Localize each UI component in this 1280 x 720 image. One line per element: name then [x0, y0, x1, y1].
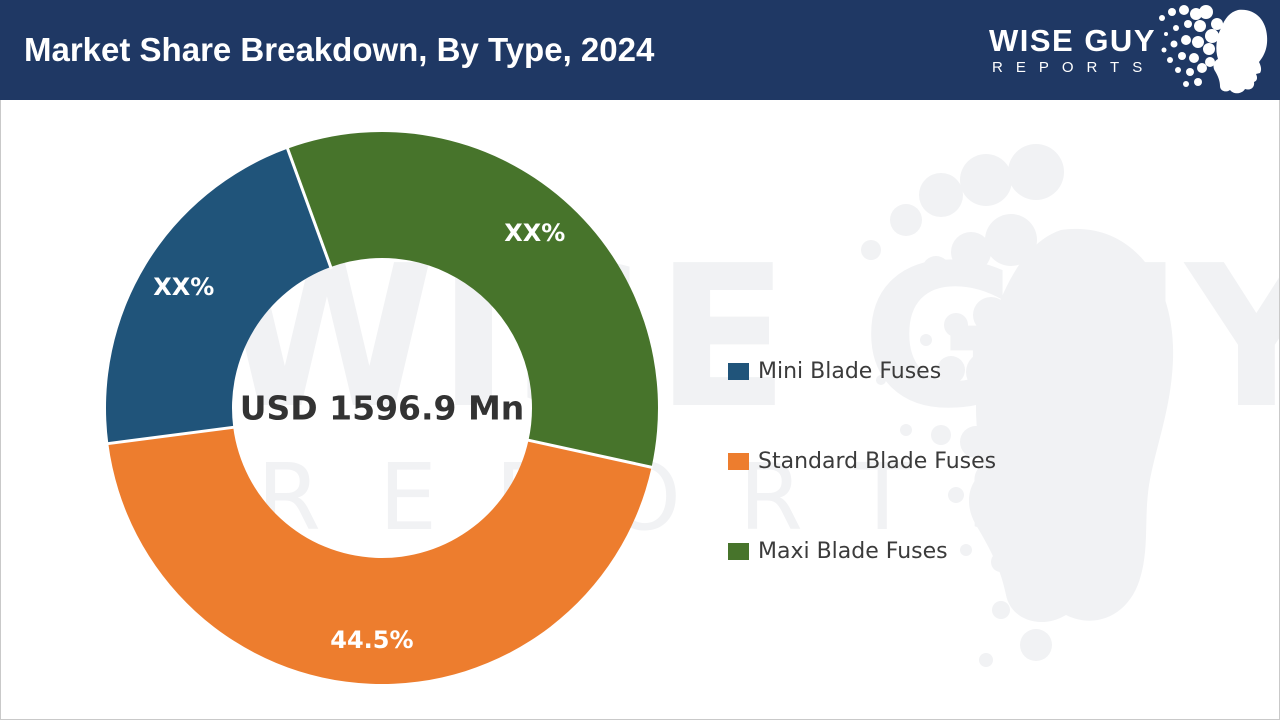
slice-value-label-mini-blade-fuses: XX%	[153, 273, 215, 302]
brand-name: WISE GUY	[988, 23, 1156, 58]
donut-slice-mini-blade-fuses	[106, 148, 331, 444]
legend-item-mini-blade-fuses: Mini Blade Fuses	[728, 353, 996, 389]
brand-logo-text: WISE GUY REPORTS	[989, 25, 1156, 75]
legend-swatch	[728, 542, 749, 560]
donut-chart	[106, 132, 658, 684]
brand-face-icon	[1159, 5, 1268, 94]
brand-subtitle: REPORTS	[991, 59, 1156, 76]
legend-swatch	[728, 452, 749, 470]
page-title: Market Share Breakdown, By Type, 2024	[24, 31, 655, 68]
legend-label: Mini Blade Fuses	[758, 358, 942, 384]
slice-value-label-standard-blade-fuses: 44.5%	[330, 625, 414, 654]
slice-separator	[285, 147, 333, 270]
slice-value-label-maxi-blade-fuses: XX%	[504, 219, 566, 248]
brand-logo: WISE GUY REPORTS	[989, 4, 1270, 96]
donut-center-value: USD 1596.9 Mn	[239, 388, 525, 428]
donut-slice-standard-blade-fuses	[108, 427, 652, 684]
legend-item-maxi-blade-fuses: Maxi Blade Fuses	[728, 533, 996, 569]
chart-canvas: WISE GUY REPORTS USD 1596.9 Mn Mini Blad…	[0, 100, 1280, 720]
legend-item-standard-blade-fuses: Standard Blade Fuses	[728, 443, 996, 479]
slice-separator	[107, 425, 236, 446]
legend-label: Standard Blade Fuses	[758, 448, 997, 474]
header-bar: Market Share Breakdown, By Type, 2024 WI…	[0, 0, 1280, 100]
donut-slice-maxi-blade-fuses	[287, 132, 658, 468]
slice-separator	[526, 438, 653, 469]
legend-swatch	[728, 362, 749, 380]
legend-label: Maxi Blade Fuses	[758, 538, 948, 564]
chart-legend: Mini Blade Fuses Standard Blade Fuses Maxi…	[728, 353, 996, 623]
